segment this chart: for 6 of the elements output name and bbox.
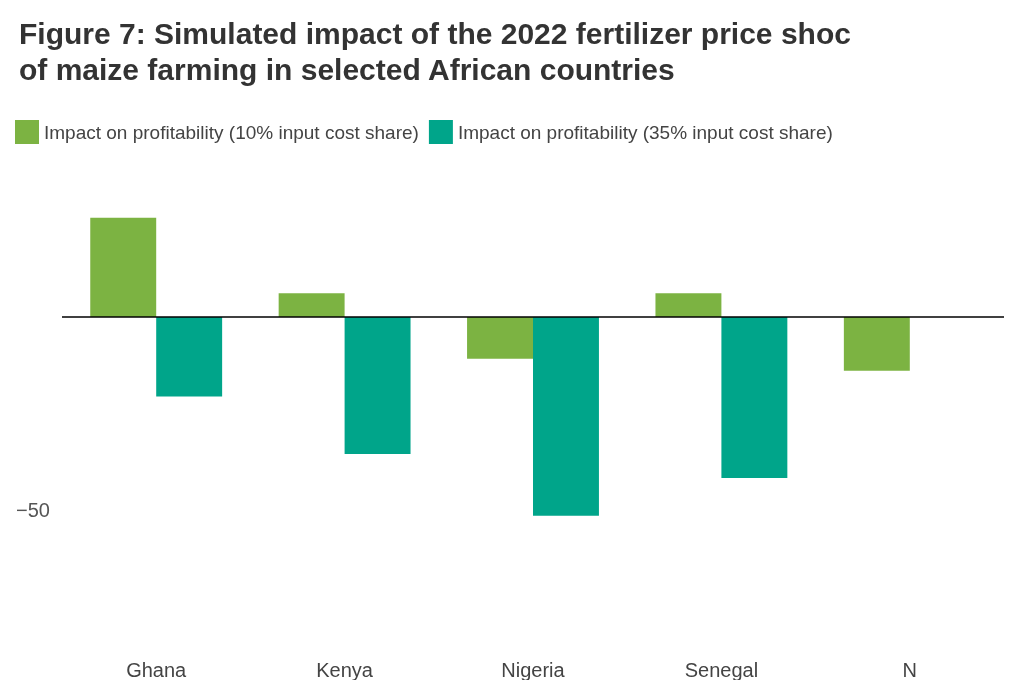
x-tick-label: N bbox=[902, 659, 918, 680]
chart-title: Figure 7: Simulated impact of the 2022 fertilizer price shoc of maize farming in selected African countries bbox=[19, 16, 851, 86]
text: −50 bbox=[16, 499, 50, 521]
x-tick-label: Ghana bbox=[126, 659, 188, 680]
legend-label: Impact on profitability (35% input cost share) bbox=[457, 121, 833, 143]
legend-label: Impact on profitability (10% input cost share) bbox=[44, 121, 419, 143]
